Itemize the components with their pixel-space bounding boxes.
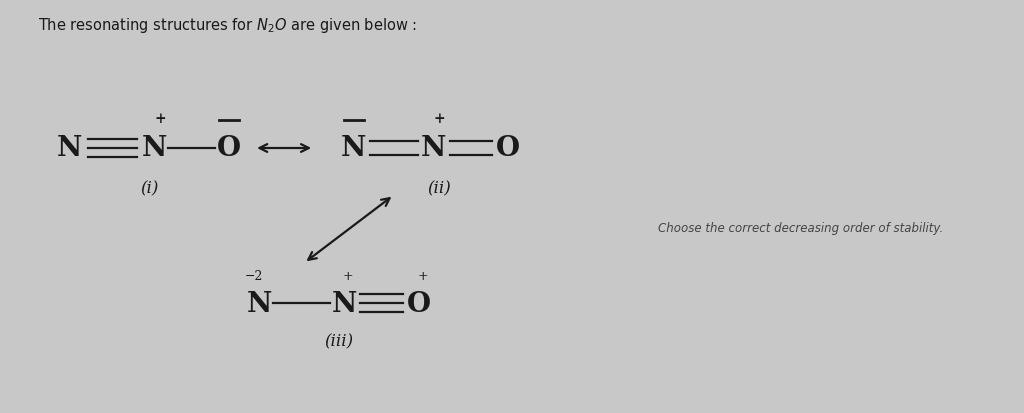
- Text: (ii): (ii): [427, 180, 451, 197]
- Text: N: N: [142, 135, 167, 162]
- Text: The resonating structures for $N_2O$ are given below :: The resonating structures for $N_2O$ are…: [38, 16, 417, 35]
- Text: N: N: [247, 290, 272, 317]
- Text: N: N: [341, 135, 367, 162]
- Text: N: N: [331, 290, 356, 317]
- Text: (iii): (iii): [325, 333, 353, 350]
- Text: +: +: [343, 269, 353, 282]
- Text: Choose the correct decreasing order of stability.: Choose the correct decreasing order of s…: [658, 222, 943, 235]
- Text: (i): (i): [140, 180, 159, 197]
- Text: +: +: [155, 112, 166, 126]
- Text: N: N: [421, 135, 446, 162]
- Text: O: O: [407, 290, 431, 317]
- Text: O: O: [217, 135, 242, 162]
- Text: +: +: [434, 112, 445, 126]
- Text: O: O: [497, 135, 520, 162]
- Text: +: +: [418, 269, 428, 282]
- Text: N: N: [57, 135, 83, 162]
- Text: −2: −2: [245, 269, 263, 282]
